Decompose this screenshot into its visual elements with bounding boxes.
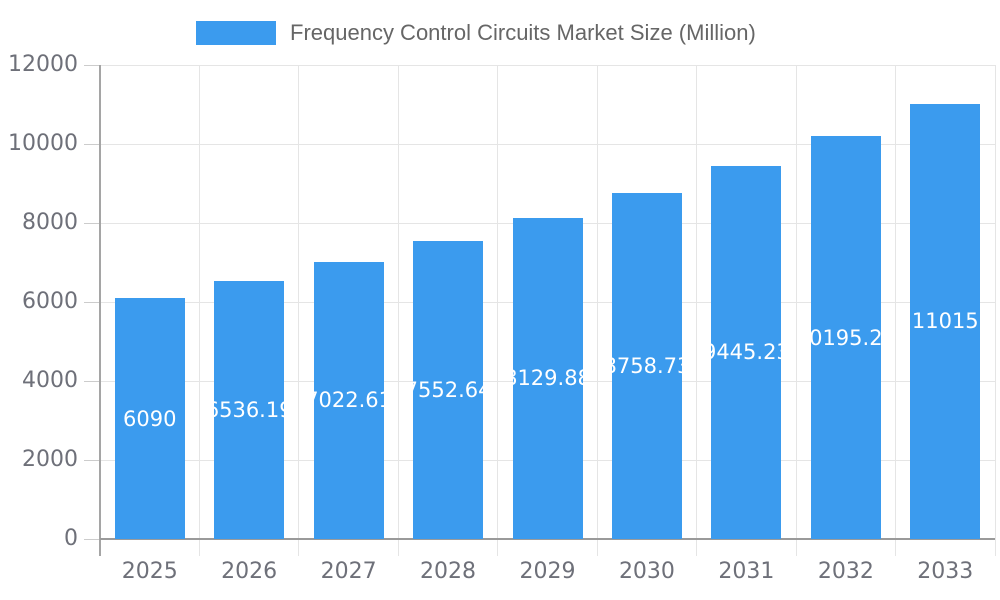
- legend-label: Frequency Control Circuits Market Size (…: [290, 20, 756, 45]
- x-tick-label: 2030: [618, 559, 675, 584]
- legend-item[interactable]: Frequency Control Circuits Market Size (…: [196, 19, 756, 47]
- x-gridline: [696, 65, 698, 556]
- x-tick-label: 2031: [718, 559, 775, 584]
- bar-value-label: 6536.19: [214, 397, 284, 422]
- x-gridline: [497, 65, 499, 556]
- y-axis-tick: [84, 459, 100, 461]
- y-tick-label: 12000: [8, 52, 78, 77]
- x-tick-label: 2027: [320, 559, 377, 584]
- y-tick-label: 4000: [22, 368, 78, 393]
- y-axis-tick: [84, 64, 100, 66]
- x-tick-label: 2033: [917, 559, 974, 584]
- x-tick-label: 2028: [420, 559, 477, 584]
- bar[interactable]: 6536.19: [214, 280, 285, 539]
- bar[interactable]: 6090: [114, 298, 185, 539]
- y-tick-label: 0: [64, 526, 78, 551]
- y-tick-label: 8000: [22, 210, 78, 235]
- x-gridline: [795, 65, 797, 556]
- x-axis-line: [100, 538, 995, 540]
- bar[interactable]: 8758.73: [611, 193, 682, 539]
- x-tick-label: 2025: [121, 559, 178, 584]
- x-tick-label: 2029: [519, 559, 576, 584]
- x-tick-label: 2032: [817, 559, 874, 584]
- bar-value-label: 6090: [122, 406, 177, 431]
- y-tick-label: 10000: [8, 131, 78, 156]
- y-gridline: [100, 143, 995, 145]
- x-gridline: [895, 65, 897, 556]
- x-gridline: [397, 65, 399, 556]
- y-axis-tick: [84, 301, 100, 303]
- y-tick-label: 6000: [22, 289, 78, 314]
- bar[interactable]: 11015: [910, 103, 981, 539]
- x-gridline: [198, 65, 200, 556]
- bar[interactable]: 9445.23: [711, 165, 782, 539]
- y-tick-label: 2000: [22, 447, 78, 472]
- x-gridline: [994, 65, 996, 556]
- y-axis-tick: [84, 380, 100, 382]
- x-gridline: [596, 65, 598, 556]
- y-gridline: [100, 64, 995, 66]
- bar-value-label: 8758.73: [612, 354, 682, 378]
- bar-value-label: 9445.23: [711, 340, 781, 365]
- y-axis-tick: [84, 538, 100, 540]
- y-axis-tick: [84, 222, 100, 224]
- bar-value-label: 7022.61: [314, 388, 384, 413]
- y-axis-line: [99, 65, 101, 556]
- x-tick-label: 2026: [221, 559, 278, 584]
- x-gridline: [298, 65, 300, 556]
- bar[interactable]: 7022.61: [313, 261, 384, 539]
- bar-value-label: 11015: [911, 309, 979, 334]
- y-axis-tick: [84, 143, 100, 145]
- legend-swatch: [196, 21, 276, 45]
